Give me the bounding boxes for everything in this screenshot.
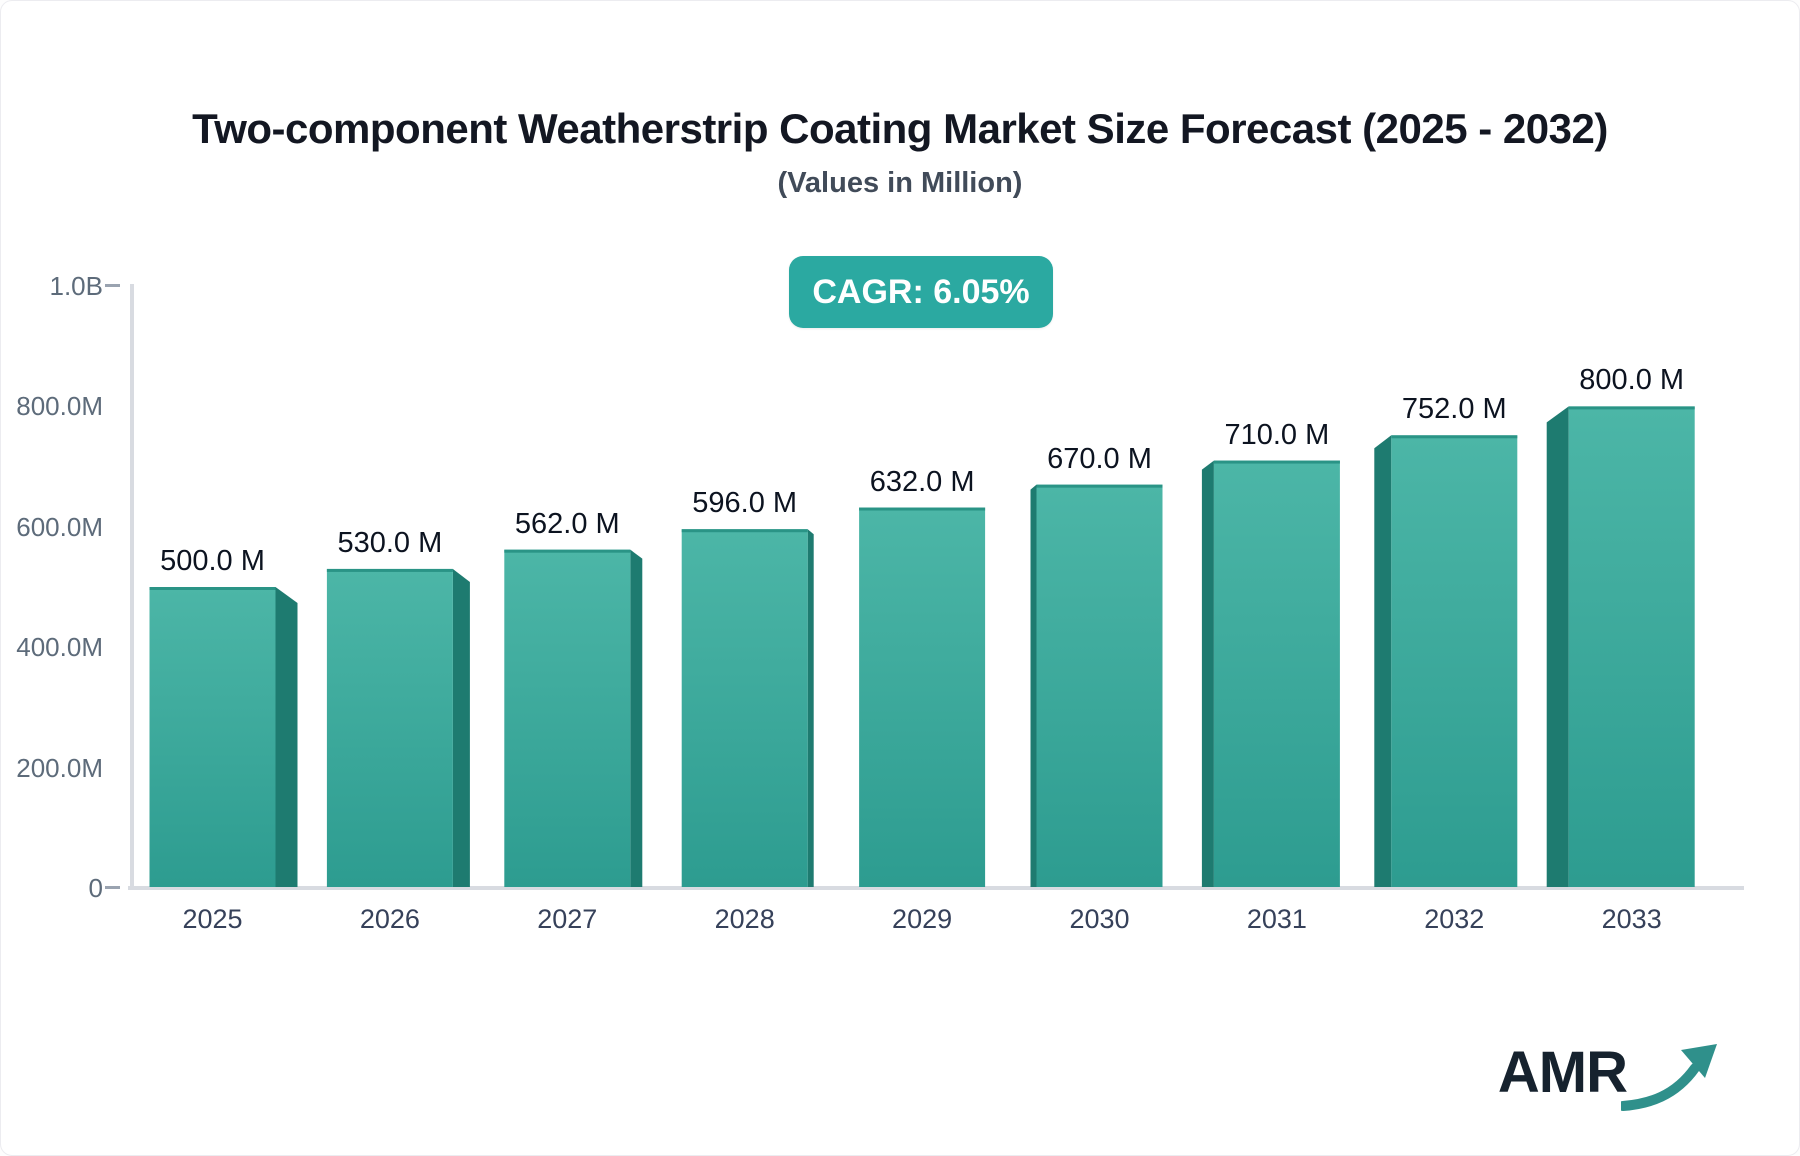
y-tick-dash	[105, 886, 120, 889]
y-tick-dash	[105, 284, 120, 287]
cagr-badge: CAGR: 6.05%	[789, 256, 1053, 328]
bar	[1036, 484, 1163, 887]
bar	[1568, 406, 1695, 887]
amr-logo-text: AMR	[1497, 1040, 1628, 1105]
chart-subtitle: (Values in Million)	[777, 167, 1023, 199]
bar-top-edge	[504, 549, 631, 553]
bar-side-face	[630, 549, 643, 887]
cagr-badge-label: CAGR: 6.05%	[812, 272, 1030, 311]
bar-side-face	[1374, 435, 1392, 887]
bar-top-edge	[326, 568, 453, 572]
page-title: Two-component Weatherstrip Coating Marke…	[192, 105, 1608, 152]
bar	[326, 568, 453, 887]
y-axis-line	[130, 284, 134, 890]
bar	[1391, 435, 1518, 887]
bar-top-edge	[1391, 435, 1518, 439]
amr-logo: AMR	[1498, 1033, 1725, 1113]
bar-top-edge	[1568, 406, 1695, 410]
bar-top-edge	[149, 587, 276, 590]
bar-side-face	[452, 568, 470, 887]
bar-top-edge	[1036, 484, 1163, 488]
bar-side-face	[1201, 460, 1214, 887]
bar	[859, 507, 986, 887]
bar-top-edge	[681, 529, 808, 533]
bar-side-face	[807, 529, 814, 887]
bar-top-edge	[859, 507, 986, 511]
bar	[1213, 460, 1340, 887]
growth-arrow-icon	[1621, 1044, 1717, 1111]
bar	[149, 587, 276, 887]
bar-side-face	[1030, 484, 1037, 887]
bar-side-face	[1546, 406, 1569, 887]
bar	[681, 529, 808, 887]
x-axis-line	[128, 886, 1744, 890]
bar-side-face	[275, 587, 298, 887]
bar	[504, 549, 631, 887]
bar-top-edge	[1213, 460, 1340, 464]
